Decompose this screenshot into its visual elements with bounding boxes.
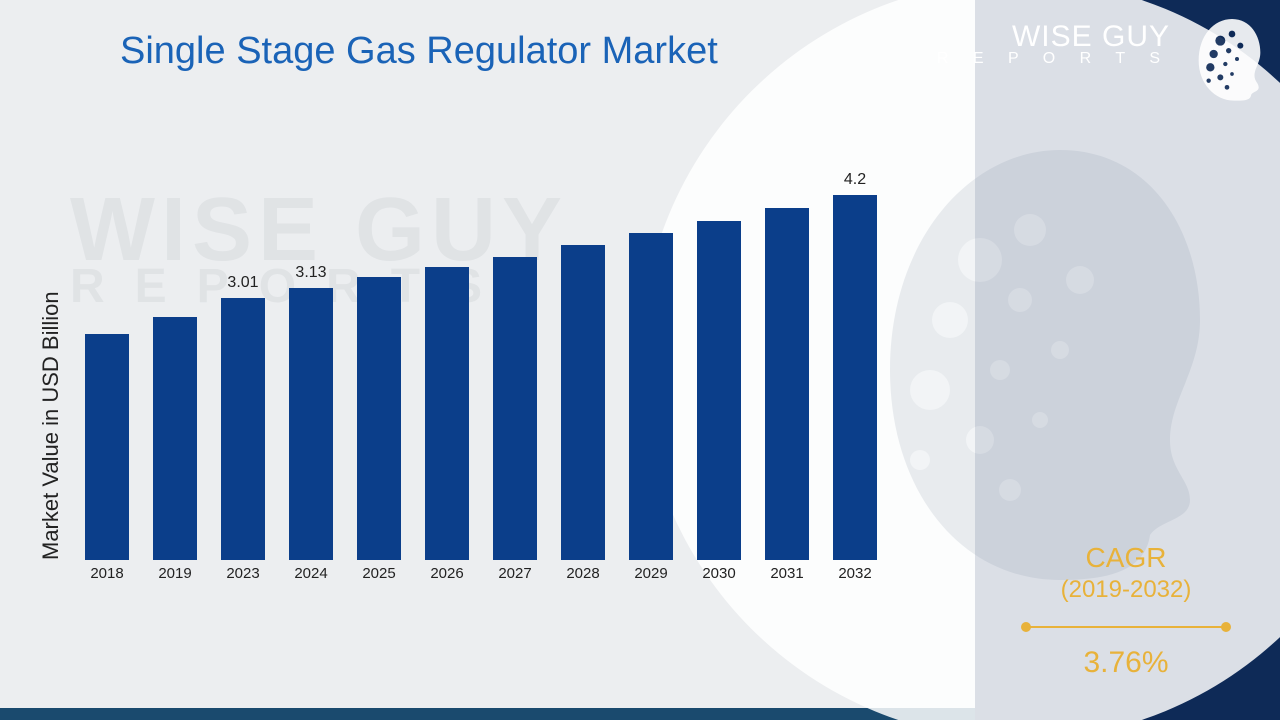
x-tick-label: 2030 bbox=[702, 565, 735, 582]
x-tick-label: 2031 bbox=[770, 565, 803, 582]
infographic-root: WISE GUY REPORTS Single Stage Gas Regula… bbox=[0, 0, 1280, 720]
logo-main-text: WISE GUY bbox=[937, 20, 1170, 54]
logo-head-icon bbox=[1192, 14, 1262, 104]
brand-logo: WISE GUY R E P O R T S bbox=[937, 20, 1170, 68]
x-tick-label: 2018 bbox=[90, 565, 123, 582]
x-tick-label: 2025 bbox=[362, 565, 395, 582]
bar-value-label: 4.2 bbox=[825, 171, 885, 189]
bar bbox=[425, 267, 469, 560]
bar bbox=[289, 288, 333, 560]
cagr-block: CAGR (2019-2032) 3.76% bbox=[996, 542, 1256, 680]
bar bbox=[221, 298, 265, 560]
x-tick-label: 2019 bbox=[158, 565, 191, 582]
logo-sub-text: R E P O R T S bbox=[937, 50, 1170, 68]
cagr-range: (2019-2032) bbox=[996, 576, 1256, 604]
bar bbox=[833, 195, 877, 560]
chart-title: Single Stage Gas Regulator Market bbox=[120, 30, 718, 73]
bar-chart: 3.013.134.2 2018201920232024202520262027… bbox=[85, 160, 895, 560]
x-tick-label: 2027 bbox=[498, 565, 531, 582]
bar-value-label: 3.01 bbox=[213, 274, 273, 292]
bar bbox=[493, 257, 537, 560]
x-tick-label: 2023 bbox=[226, 565, 259, 582]
x-tick-label: 2026 bbox=[430, 565, 463, 582]
x-tick-label: 2029 bbox=[634, 565, 667, 582]
bar bbox=[357, 277, 401, 560]
bar bbox=[629, 233, 673, 560]
cagr-value: 3.76% bbox=[996, 646, 1256, 680]
bar-value-label: 3.13 bbox=[281, 264, 341, 282]
bar bbox=[561, 245, 605, 560]
bar bbox=[765, 208, 809, 560]
cagr-label: CAGR bbox=[996, 542, 1256, 574]
bar bbox=[697, 221, 741, 560]
cagr-divider bbox=[1026, 626, 1226, 628]
bars-container: 3.01 3.13 4.2 bbox=[85, 160, 895, 560]
bar bbox=[85, 334, 129, 560]
x-tick-label: 2028 bbox=[566, 565, 599, 582]
bar bbox=[153, 317, 197, 560]
x-tick-label: 2024 bbox=[294, 565, 327, 582]
x-tick-label: 2032 bbox=[838, 565, 871, 582]
y-axis-label: Market Value in USD Billion bbox=[38, 291, 64, 560]
